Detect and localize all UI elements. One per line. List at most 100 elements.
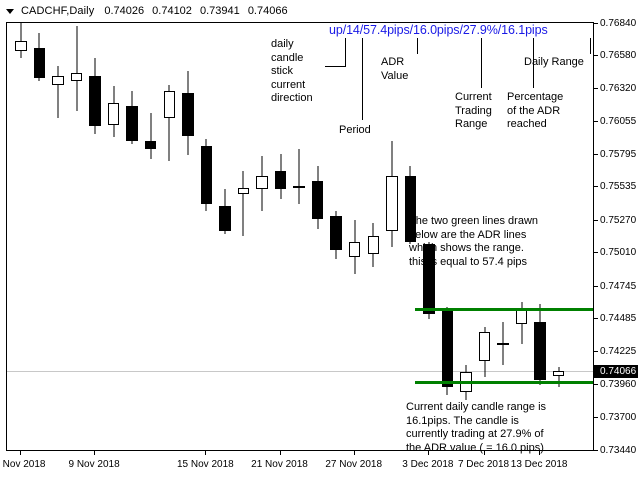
price-axis[interactable]: 0.76840 0.76580 0.76320 0.76055 0.75795 0.755… bbox=[594, 18, 640, 456]
price-tick-label: 0.73960 bbox=[600, 379, 637, 391]
candle-body bbox=[367, 236, 379, 255]
candlestick bbox=[478, 326, 491, 378]
close-value: 0.74066 bbox=[247, 5, 288, 17]
chevron-down-icon[interactable] bbox=[6, 8, 14, 14]
candle-body bbox=[274, 171, 287, 189]
time-axis-label: 15 Nov 2018 bbox=[176, 459, 234, 470]
time-tick-mark bbox=[353, 451, 355, 455]
candle-wick bbox=[242, 171, 244, 237]
candlestick bbox=[311, 166, 324, 229]
time-axis-label: 5 Nov 2018 bbox=[0, 459, 46, 470]
current-price-line bbox=[7, 371, 593, 373]
time-axis-label: 3 Dec 2018 bbox=[402, 459, 454, 470]
candlestick bbox=[237, 171, 250, 237]
candlestick bbox=[497, 321, 509, 365]
adr-lower-line bbox=[414, 380, 593, 384]
price-tick-label: 0.76320 bbox=[600, 82, 637, 94]
candlestick bbox=[330, 211, 342, 260]
candlestick bbox=[126, 90, 138, 144]
candle-body bbox=[311, 181, 324, 219]
candlestick bbox=[163, 84, 175, 162]
price-tick-label: 0.76580 bbox=[600, 50, 637, 62]
adr-upper-line bbox=[414, 308, 593, 312]
candle-body bbox=[89, 75, 101, 126]
time-axis-label: 7 Dec 2018 bbox=[457, 459, 510, 470]
price-axis-tick: 0.75535 bbox=[594, 181, 636, 193]
candlestick bbox=[274, 153, 287, 199]
tick-mark bbox=[594, 219, 598, 221]
candle-body bbox=[70, 73, 83, 81]
candlestick bbox=[52, 65, 64, 119]
candle-body bbox=[126, 105, 138, 142]
candle-body bbox=[144, 141, 157, 149]
candlestick bbox=[552, 366, 565, 388]
candle-body bbox=[33, 48, 46, 79]
time-axis-label: 27 Nov 2018 bbox=[325, 459, 383, 470]
adr-indicator-readout: up/14/57.4pips/16.0pips/27.9%/16.1pips bbox=[329, 23, 548, 37]
time-axis-label: 13 Dec 2018 bbox=[510, 459, 568, 470]
candlestick bbox=[107, 85, 120, 138]
candlestick bbox=[386, 141, 398, 247]
candlestick bbox=[33, 33, 46, 81]
tick-mark bbox=[594, 252, 598, 254]
price-tick-label: 0.75795 bbox=[600, 148, 637, 160]
price-axis-tick: 0.73700 bbox=[594, 411, 636, 423]
candle-wick bbox=[168, 84, 170, 162]
candle-body bbox=[182, 93, 194, 136]
annotation-current-trading-range: Current Trading Range bbox=[455, 91, 492, 130]
ohlc-values: 0.74026 0.74102 0.73941 0.74066 bbox=[104, 5, 292, 17]
price-tick-label: 0.74485 bbox=[600, 313, 637, 325]
time-axis-label: 9 Nov 2018 bbox=[68, 459, 120, 470]
candlestick bbox=[200, 138, 213, 212]
price-axis-tick: 0.74745 bbox=[594, 280, 636, 292]
candle-body bbox=[293, 186, 305, 189]
candle-body bbox=[107, 103, 120, 125]
price-tick-label: 0.74225 bbox=[600, 345, 637, 357]
current-price-tag: 0.74066 bbox=[594, 365, 638, 379]
candle-body bbox=[404, 176, 417, 242]
leader-line-period bbox=[362, 38, 363, 120]
price-tick-label: 0.73700 bbox=[600, 411, 637, 423]
annotation-green-lines-note: The two green lines drawn below are the … bbox=[409, 215, 539, 268]
candle-wick bbox=[150, 113, 152, 159]
time-tick-mark bbox=[279, 451, 281, 455]
candle-body bbox=[237, 187, 250, 194]
annotation-period: Period bbox=[339, 124, 371, 136]
plot-area[interactable] bbox=[6, 22, 594, 451]
tick-mark bbox=[594, 384, 598, 386]
candle-body bbox=[219, 206, 231, 232]
annotation-daily-range: Daily Range bbox=[524, 56, 584, 68]
price-axis-tick: 0.75270 bbox=[594, 214, 636, 226]
candle-body bbox=[423, 244, 435, 315]
candlestick bbox=[534, 304, 546, 385]
annotation-candle-range-note: Current daily candle range is 16.1pips. … bbox=[406, 401, 547, 454]
price-axis-tick: 0.73440 bbox=[594, 444, 636, 456]
price-tick-label: 0.74745 bbox=[600, 280, 637, 292]
candle-body bbox=[330, 216, 342, 251]
candlestick bbox=[423, 241, 435, 320]
tick-mark bbox=[594, 87, 598, 89]
low-value: 0.73941 bbox=[199, 5, 240, 17]
candle-body bbox=[15, 40, 27, 51]
candlestick bbox=[256, 156, 268, 212]
price-axis-tick: 0.75795 bbox=[594, 148, 636, 160]
candlestick bbox=[293, 148, 305, 204]
time-axis[interactable]: 5 Nov 2018 9 Nov 2018 15 Nov 2018 21 Nov 20… bbox=[0, 451, 594, 480]
price-tick-label: 0.76840 bbox=[600, 17, 637, 29]
symbol-label: CADCHF,Daily bbox=[21, 5, 95, 17]
candle-body bbox=[52, 75, 64, 85]
candlestick bbox=[89, 58, 101, 134]
candlestick bbox=[144, 113, 157, 159]
high-value: 0.74102 bbox=[152, 5, 192, 17]
time-tick-mark bbox=[483, 451, 485, 455]
price-axis-tick: 0.76840 bbox=[594, 17, 636, 29]
time-tick-mark bbox=[539, 451, 541, 455]
leader-line-direction bbox=[345, 38, 346, 66]
time-tick-mark bbox=[427, 451, 429, 455]
annotation-direction: daily candle stick current direction bbox=[271, 38, 313, 104]
tick-mark bbox=[594, 55, 598, 57]
candlestick bbox=[348, 220, 361, 275]
candle-body bbox=[386, 176, 398, 232]
candlestick bbox=[404, 166, 417, 245]
price-axis-tick: 0.74485 bbox=[594, 313, 636, 325]
